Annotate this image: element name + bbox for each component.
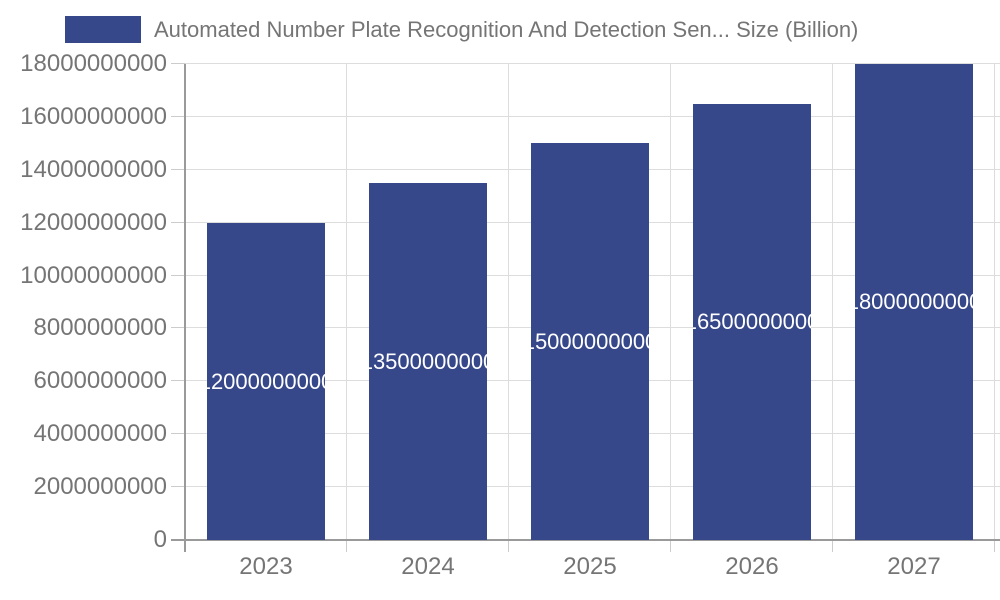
gridline-v: [994, 64, 995, 540]
bar-value-label: 13500000000: [369, 348, 487, 374]
x-axis-tick: [508, 540, 509, 552]
y-tick-label: 18000000000: [20, 50, 167, 77]
gridline-v: [508, 64, 509, 540]
y-axis-tick: [171, 275, 185, 276]
y-axis-tick: [171, 222, 185, 223]
y-axis-line: [184, 64, 186, 552]
y-tick-label: 4000000000: [33, 420, 167, 447]
y-axis-tick: [171, 63, 185, 64]
bar-value-label: 16500000000: [693, 309, 811, 334]
y-tick-label: 10000000000: [20, 262, 167, 289]
y-tick-label: 0: [153, 526, 167, 553]
y-axis-tick: [171, 327, 185, 328]
bar-2027[interactable]: 18000000000: [855, 64, 973, 540]
y-axis-tick: [171, 169, 185, 170]
legend-item[interactable]: Automated Number Plate Recognition And D…: [65, 16, 858, 43]
bar-2023[interactable]: 12000000000: [207, 223, 325, 540]
y-tick-label: 16000000000: [20, 103, 167, 130]
x-tick-label-2027: 2027: [887, 553, 941, 580]
x-tick-label-2026: 2026: [725, 553, 779, 580]
y-tick-label: 2000000000: [33, 473, 167, 500]
bar-2026[interactable]: 16500000000: [693, 104, 811, 540]
gridline-h: [185, 63, 1000, 64]
gridline-v: [346, 64, 347, 540]
bar-value-label: 18000000000: [855, 289, 973, 314]
y-tick-label: 8000000000: [33, 314, 167, 341]
x-axis-tick: [346, 540, 347, 552]
y-tick-label: 12000000000: [20, 209, 167, 236]
x-axis-tick: [670, 540, 671, 552]
x-tick-label-2023: 2023: [239, 553, 293, 580]
y-axis-tick: [171, 116, 185, 117]
y-axis-tick: [171, 486, 185, 487]
legend-label: Automated Number Plate Recognition And D…: [154, 16, 859, 42]
gridline-v: [832, 64, 833, 540]
bar-2024[interactable]: 13500000000: [369, 183, 487, 540]
bar-value-label: 12000000000: [207, 368, 325, 394]
x-axis-tick: [994, 540, 995, 552]
legend-swatch: [65, 16, 141, 43]
gridline-v: [670, 64, 671, 540]
x-axis-tick: [832, 540, 833, 552]
x-tick-label-2024: 2024: [401, 553, 455, 580]
bar-2025[interactable]: 15000000000: [531, 143, 649, 540]
x-axis-line: [171, 539, 1000, 541]
y-axis-tick: [171, 380, 185, 381]
y-axis-tick: [171, 433, 185, 434]
bar-value-label: 15000000000: [531, 328, 649, 354]
y-tick-label: 6000000000: [33, 367, 167, 394]
gridline-h: [185, 116, 1000, 117]
y-tick-label: 14000000000: [20, 156, 167, 183]
x-tick-label-2025: 2025: [563, 553, 617, 580]
